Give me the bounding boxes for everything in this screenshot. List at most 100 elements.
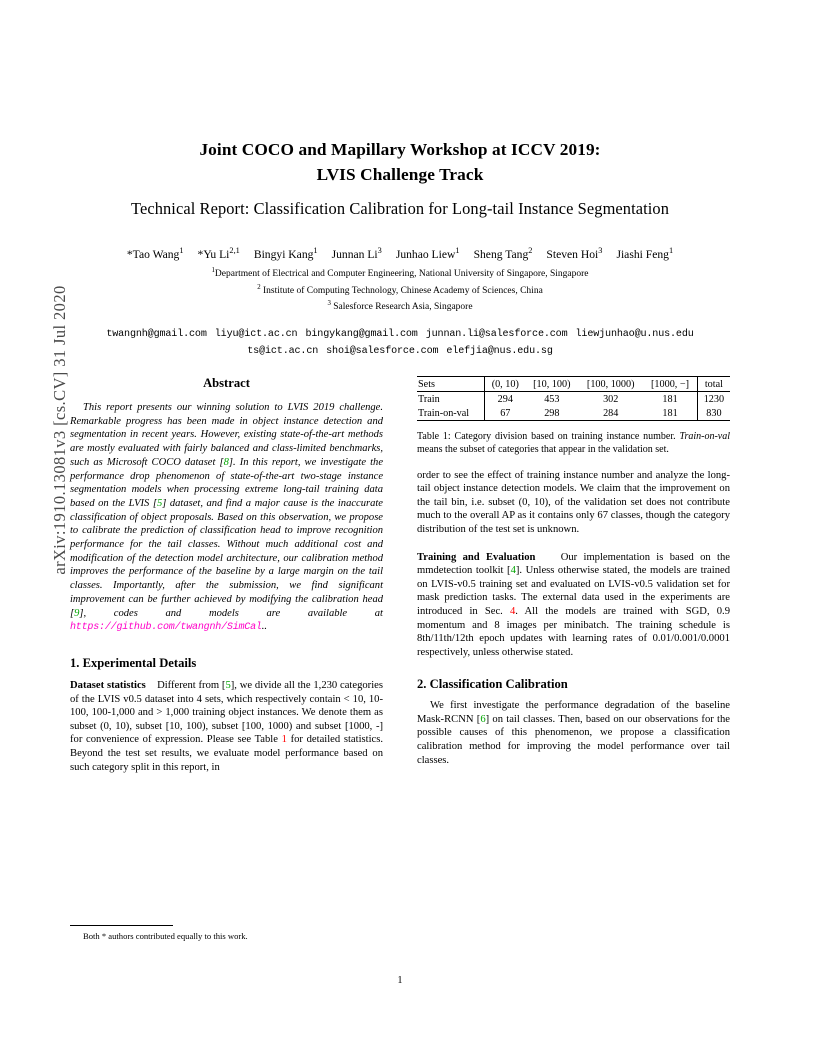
author-affil-marker: 1 <box>668 246 674 256</box>
table-col-header-bin-1: (0, 10) <box>484 376 526 392</box>
author-entry: *Tao Wang1 <box>127 247 184 263</box>
caption-text-a: Table 1: Category division based on trai… <box>417 431 680 442</box>
table-head: Sets (0, 10) [10, 100) [100, 1000) [1000… <box>417 376 730 392</box>
table-col-header-bin-2: [10, 100) <box>533 378 571 390</box>
email-address[interactable]: liyu@ict.ac.cn <box>214 328 298 340</box>
author-entry: Steven Hoi3 <box>546 247 602 263</box>
abstract-text-a: This report presents our winning solutio… <box>70 402 383 468</box>
table-cell: 298 <box>544 407 560 419</box>
affiliation-text: Institute of Computing Technology, Chine… <box>260 285 543 296</box>
dataset-statistics-paragraph: Dataset statistics Different from [5], w… <box>70 679 383 774</box>
table-cell: 181 <box>662 393 678 405</box>
author-name: Junnan Li <box>331 248 378 262</box>
table-col-header-bin-4: [1000, −] <box>651 378 690 390</box>
affiliation-3: 3 Salesforce Research Asia, Singapore <box>70 299 730 313</box>
author-name: Bingyi Kang <box>253 248 314 262</box>
author-entry: Bingyi Kang1 <box>254 247 318 263</box>
section-reference-link[interactable]: 4 <box>509 606 516 618</box>
page-number: 1 <box>397 975 403 986</box>
email-address[interactable]: shoi@salesforce.com <box>326 346 439 358</box>
table-row: Train-on-val 67 298 284 181 830 <box>417 406 730 421</box>
email-address[interactable]: bingykang@gmail.com <box>305 328 418 340</box>
email-line-1: twangnh@gmail.com liyu@ict.ac.cn bingykang… <box>70 326 730 344</box>
table-cell: 67 <box>484 406 526 421</box>
table-cell-total: 1230 <box>696 391 730 406</box>
affiliation-marker: 3 <box>327 299 331 307</box>
email-address[interactable]: liewjunhao@u.nus.edu <box>575 328 694 340</box>
abstract-text-c: ] dataset, and find a major cause is the… <box>70 497 383 619</box>
caption-emphasis: Train-on-val <box>679 431 730 442</box>
left-column: Abstract This report presents our winnin… <box>70 376 383 783</box>
email-address[interactable]: twangnh@gmail.com <box>106 328 207 340</box>
title-block: Joint COCO and Mapillary Workshop at ICC… <box>70 0 730 219</box>
citation-link[interactable]: 5 <box>156 497 163 509</box>
author-affil-marker: 1 <box>455 246 460 256</box>
continued-paragraph: order to see the effect of training inst… <box>417 469 730 536</box>
author-entry: Junhao Liew1 <box>396 247 460 263</box>
table-cell-total: 830 <box>696 406 730 421</box>
table-cell: 453 <box>544 393 560 405</box>
author-affil-marker: 2 <box>528 246 533 256</box>
table-cell: 302 <box>603 393 619 405</box>
training-text-c: . All the models are trained with SGD, 0… <box>417 606 730 658</box>
author-affil-marker: 1 <box>179 246 184 256</box>
table-body: Train 294 453 302 181 1230 Train-on-val … <box>417 391 730 421</box>
citation-link[interactable]: 6 <box>480 713 486 725</box>
table-reference-link[interactable]: 1 <box>281 734 287 746</box>
footnote-text: Both * authors contributed equally to th… <box>83 931 248 941</box>
citation-link[interactable]: 8 <box>223 456 229 468</box>
training-text-b: ]. Unless otherwise stated, the models a… <box>417 565 730 618</box>
author-entry: Junnan Li3 <box>332 247 382 263</box>
paragraph-runin-heading: Dataset statistics <box>70 680 146 691</box>
abstract-heading: Abstract <box>203 376 250 390</box>
author-name: *Yu Li <box>197 248 230 262</box>
author-affil-marker: 2,1 <box>229 246 240 256</box>
affiliation-2: 2 Institute of Computing Technology, Chi… <box>70 283 730 297</box>
email-address[interactable]: ts@ict.ac.cn <box>247 346 319 358</box>
email-address[interactable]: elefjia@nus.edu.sg <box>446 346 553 358</box>
section2-text-a: We first investigate the performance deg… <box>417 700 730 725</box>
table-row-label: Train-on-val <box>418 407 470 419</box>
abstract-paragraph: This report presents our winning solutio… <box>70 401 383 634</box>
right-column: Sets (0, 10) [10, 100) [100, 1000) [1000… <box>417 376 730 776</box>
github-url-link[interactable]: https://github.com/twangnh/SimCal <box>70 622 262 634</box>
table-cell: 284 <box>603 407 619 419</box>
table-header-row: Sets (0, 10) [10, 100) [100, 1000) [1000… <box>417 376 730 392</box>
category-division-table: Sets (0, 10) [10, 100) [100, 1000) [1000… <box>417 376 730 421</box>
author-entry: Jiashi Feng1 <box>616 247 673 263</box>
citation-link[interactable]: 9 <box>74 607 80 619</box>
author-name: Junhao Liew <box>395 248 456 262</box>
author-name: Steven Hoi <box>546 248 599 262</box>
paper-subtitle: Technical Report: Classification Calibra… <box>130 199 670 219</box>
citation-link[interactable]: 4 <box>510 565 516 577</box>
abstract-text-b: ]. In this report, we investigate the pe… <box>70 456 383 509</box>
table-row-label: Train <box>418 393 440 405</box>
footnote-block: Both * authors contributed equally to th… <box>70 925 383 942</box>
citation-link[interactable]: 5 <box>225 680 231 691</box>
table-1-caption: Table 1: Category division based on trai… <box>417 431 730 457</box>
table-cell: 181 <box>662 407 678 419</box>
affiliation-marker: 1 <box>211 266 215 274</box>
section-2-paragraph: We first investigate the performance deg… <box>417 699 730 767</box>
author-name: *Tao Wang <box>126 248 180 262</box>
table-cell: 294 <box>484 391 526 406</box>
paper-title-line-1: Joint COCO and Mapillary Workshop at ICC… <box>199 140 601 159</box>
affiliation-1: 1Department of Electrical and Computer E… <box>70 266 730 280</box>
author-name: Jiashi Feng <box>616 248 669 262</box>
abstract-text-e: .. <box>261 621 268 633</box>
section-1-heading: 1. Experimental Details <box>70 656 197 671</box>
email-line-2: ts@ict.ac.cn shoi@salesforce.com elefjia@n… <box>70 343 730 361</box>
email-list: twangnh@gmail.com liyu@ict.ac.cn bingykang… <box>70 326 730 361</box>
email-address[interactable]: junnan.li@salesforce.com <box>425 328 568 340</box>
arxiv-stamp: arXiv:1910.13081v3 [cs.CV] 31 Jul 2020 <box>50 285 69 575</box>
abstract-text-d: ], codes and models are available at <box>79 607 383 619</box>
section1-text-a: Different from [ <box>157 680 226 691</box>
training-text-a: Our implementation is based on the mmdet… <box>417 551 730 577</box>
table-row: Train 294 453 302 181 1230 <box>417 391 730 406</box>
body-columns: Abstract This report presents our winnin… <box>70 376 730 976</box>
affiliation-marker: 2 <box>257 283 261 291</box>
author-list: *Tao Wang1 *Yu Li2,1 Bingyi Kang1 Junnan Li… <box>70 247 730 263</box>
section-2-heading: 2. Classification Calibration <box>417 676 568 691</box>
paper-title-line-2: LVIS Challenge Track <box>316 164 484 184</box>
training-and-evaluation-paragraph: Training and Evaluation Our implementati… <box>417 551 730 660</box>
